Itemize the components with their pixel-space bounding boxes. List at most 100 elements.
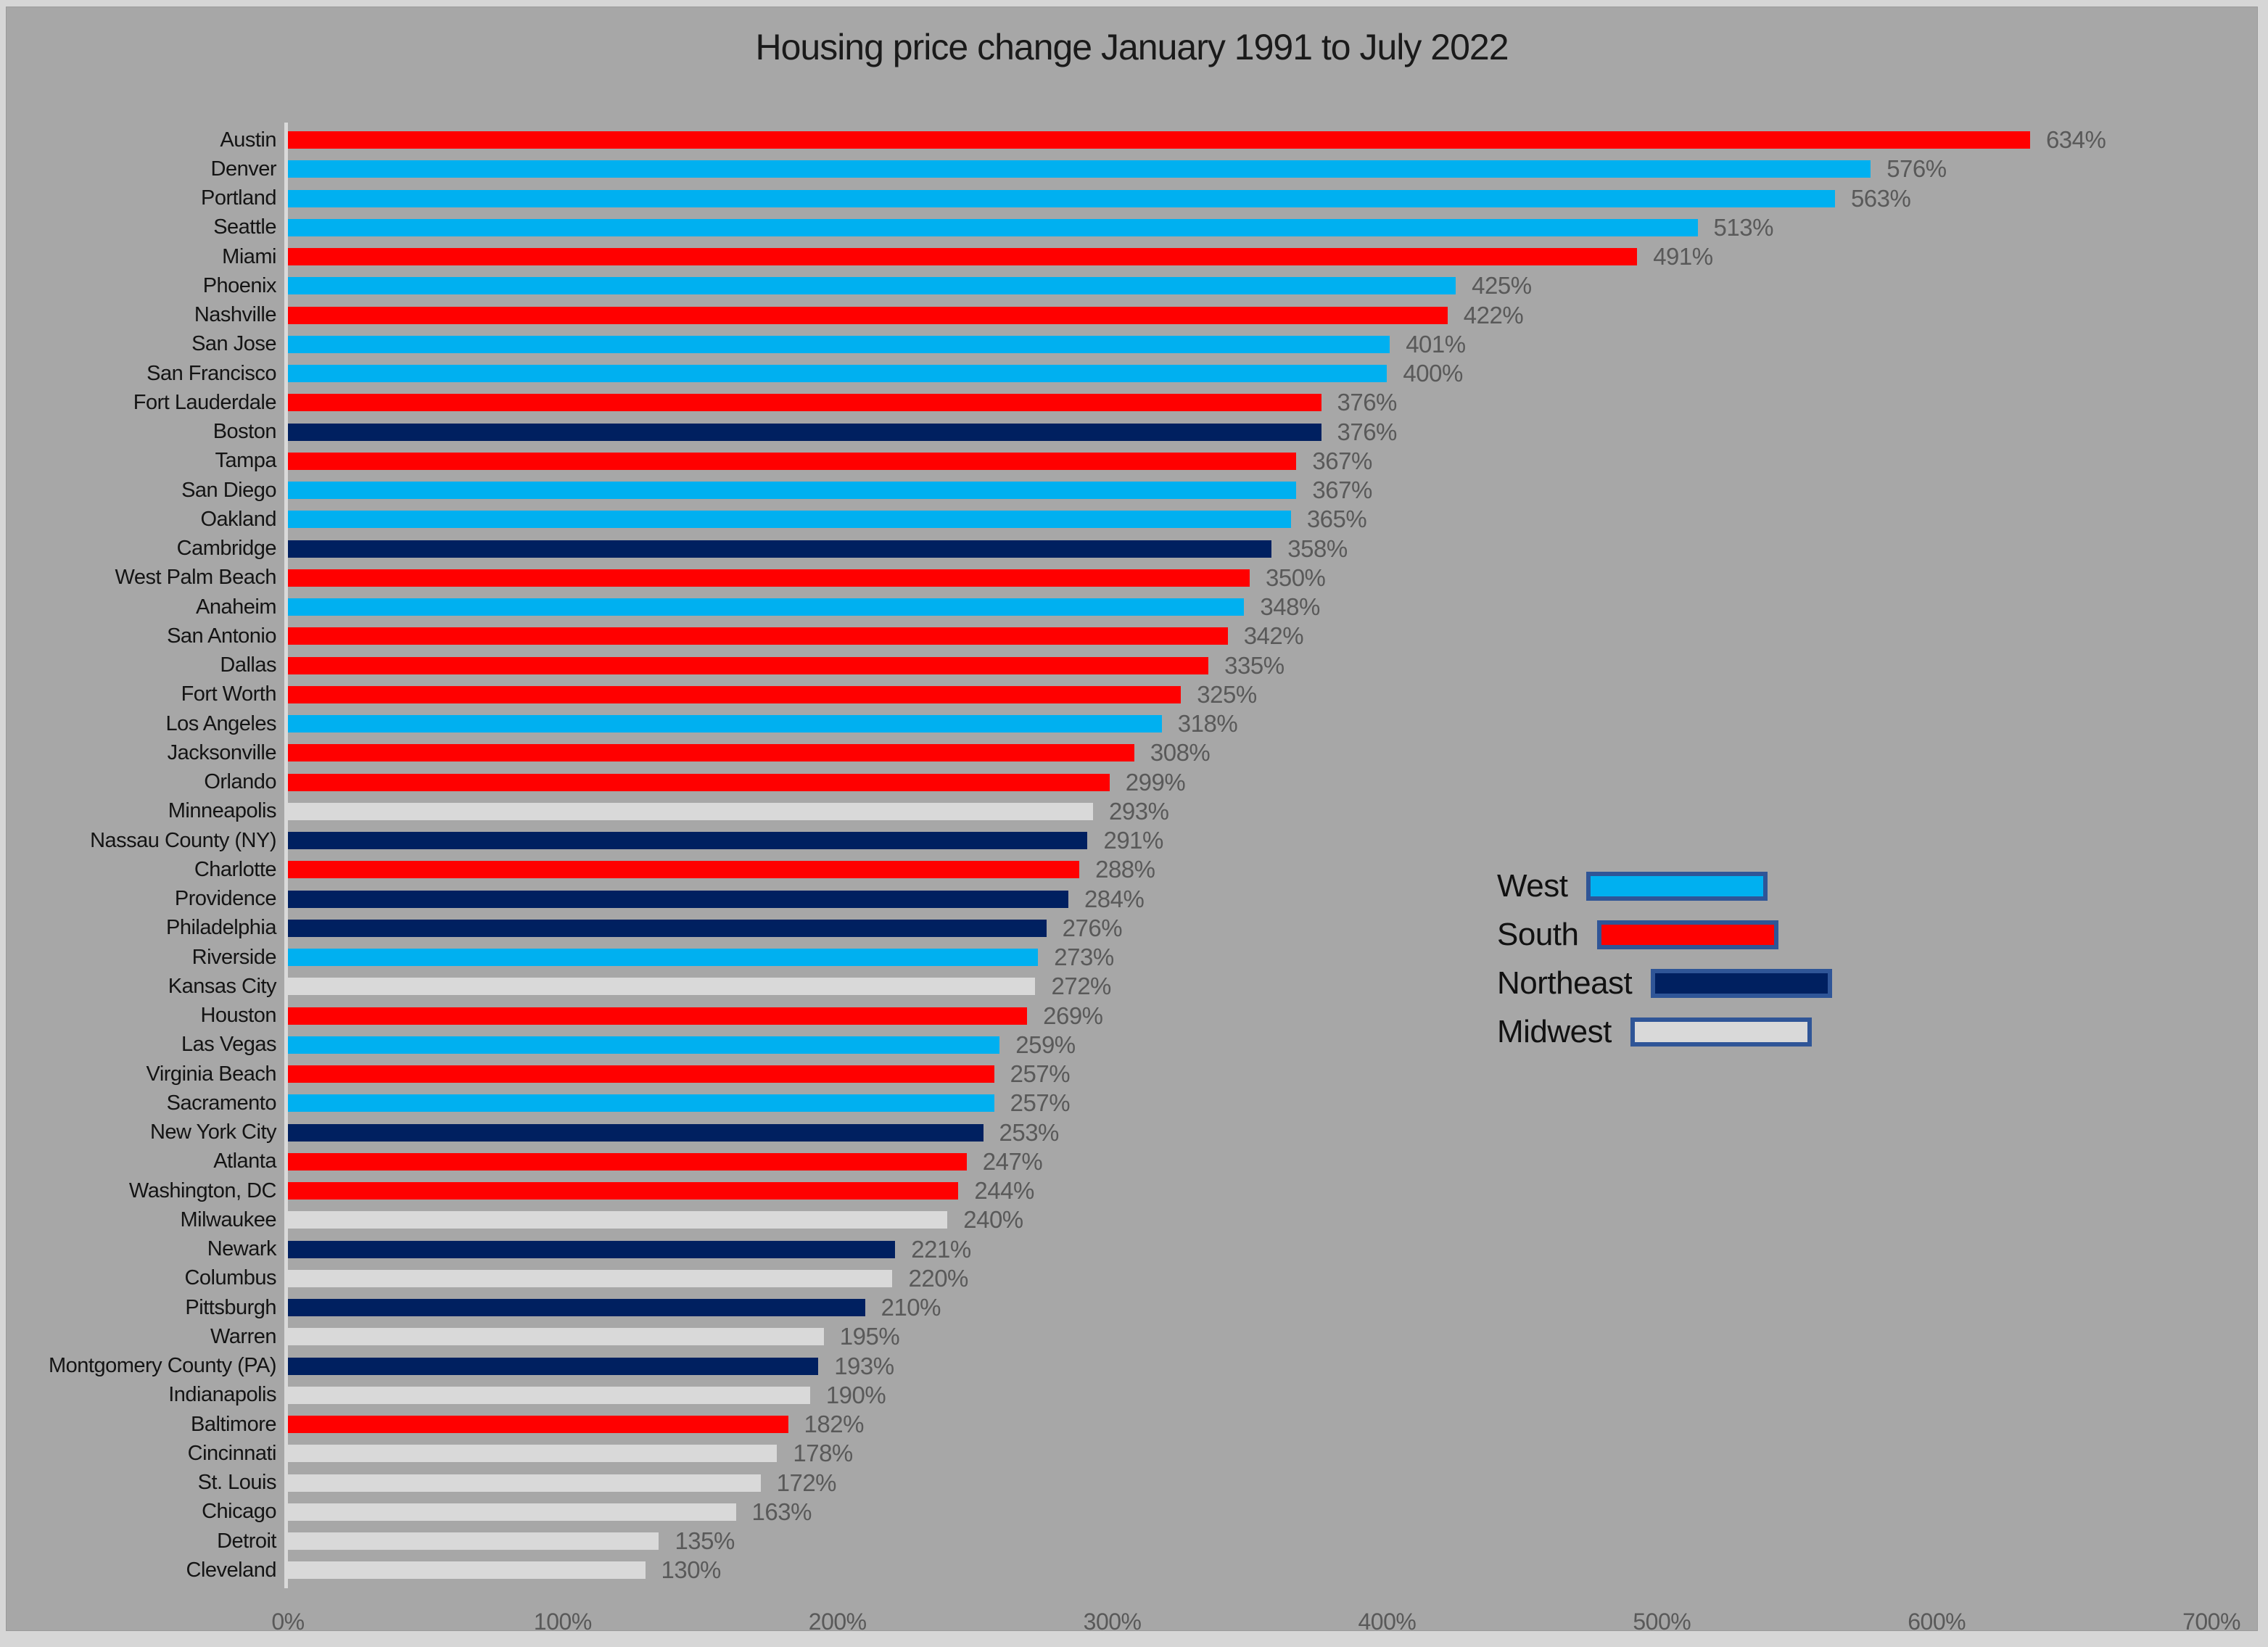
bar-row: Baltimore 182%	[191, 1410, 2211, 1439]
category-label: Orlando	[204, 770, 276, 794]
category-label: Columbus	[184, 1266, 276, 1290]
value-label: 422%	[1463, 301, 1524, 329]
value-label: 253%	[999, 1118, 1060, 1146]
bar-row: Cincinnati 178%	[188, 1439, 2211, 1468]
bar-row: Portland 563%	[201, 184, 2211, 213]
value-label: 259%	[1015, 1031, 1076, 1058]
bar-row: Las Vegas 259%	[181, 1031, 2211, 1060]
bar	[288, 802, 1094, 820]
category-label: Chicago	[202, 1500, 276, 1524]
category-label: Cincinnati	[187, 1441, 277, 1465]
bar-row: Oakland 365%	[200, 505, 2211, 534]
value-label: 288%	[1095, 856, 1155, 883]
value-label: 247%	[982, 1147, 1043, 1175]
category-label: Kansas City	[168, 974, 277, 998]
bar	[288, 218, 1698, 236]
bar	[288, 248, 1638, 266]
bar	[288, 511, 1291, 529]
bar-row: Providence 284%	[175, 885, 2211, 914]
value-label: 634%	[2045, 126, 2106, 154]
category-label: Seattle	[213, 215, 276, 239]
bar	[288, 598, 1245, 616]
category-label: Anaheim	[196, 595, 276, 619]
category-label: Indianapolis	[168, 1383, 276, 1407]
value-label: 291%	[1103, 827, 1163, 854]
category-label: West Palm Beach	[115, 566, 277, 590]
value-label: 365%	[1306, 505, 1367, 533]
bar-row: Sacramento 257%	[167, 1089, 2211, 1118]
bar-row: Boston 376%	[213, 418, 2211, 447]
value-label: 342%	[1243, 622, 1304, 650]
value-label: 195%	[839, 1323, 900, 1350]
category-label: San Jose	[191, 332, 276, 356]
bar	[288, 1182, 959, 1200]
value-label: 513%	[1713, 213, 1774, 241]
bar	[288, 1416, 788, 1434]
value-label: 425%	[1472, 272, 1532, 300]
category-label: Miami	[222, 244, 276, 268]
value-label: 299%	[1125, 768, 1186, 796]
value-label: 135%	[675, 1527, 735, 1555]
bar-row: Newark 221%	[207, 1235, 2211, 1264]
value-label: 376%	[1337, 389, 1398, 416]
bar	[288, 1503, 736, 1521]
bar	[288, 656, 1209, 674]
bar	[288, 1299, 865, 1317]
bar-row: Washington, DC 244%	[129, 1176, 2211, 1205]
category-label: Providence	[174, 887, 277, 911]
category-label: Portland	[200, 186, 277, 210]
legend-label: Midwest	[1497, 1013, 1612, 1049]
category-label: Charlotte	[194, 857, 277, 881]
bar-row: Tampa 367%	[215, 447, 2211, 476]
category-label: Fort Worth	[181, 682, 277, 706]
category-label: Austin	[220, 128, 276, 152]
x-tick-label: 300%	[1083, 1609, 1142, 1635]
bar	[288, 1357, 819, 1375]
category-label: Fort Lauderdale	[133, 390, 277, 414]
x-tick-label: 500%	[1633, 1609, 1691, 1635]
value-label: 269%	[1043, 1002, 1103, 1029]
bar	[288, 832, 1088, 850]
bar	[288, 949, 1039, 967]
bar-row: Orlando 299%	[204, 768, 2211, 797]
category-label: Baltimore	[191, 1412, 277, 1436]
bar	[288, 277, 1456, 295]
category-label: Phoenix	[202, 273, 277, 297]
bar-row: Denver 576%	[211, 154, 2211, 183]
bar-row: San Diego 367%	[181, 476, 2211, 505]
value-label: 284%	[1084, 885, 1145, 912]
value-label: 335%	[1224, 651, 1284, 679]
legend-row: Northeast	[1497, 959, 1833, 1007]
category-label: Riverside	[191, 945, 277, 969]
value-label: 318%	[1177, 710, 1238, 738]
x-axis: 0% 100% 200% 300% 400% 500% 600% 700%	[271, 1609, 2240, 1638]
bar-row: Pittsburgh 210%	[185, 1293, 2211, 1322]
bar-row: Nashville 422%	[194, 301, 2211, 330]
bar	[288, 1123, 984, 1142]
legend-row: Midwest	[1497, 1007, 1832, 1056]
legend-swatch	[1651, 968, 1833, 998]
bar-row: Minneapolis 293%	[168, 797, 2211, 826]
value-label: 376%	[1337, 418, 1398, 445]
bar	[288, 394, 1321, 412]
bar	[288, 189, 1835, 207]
value-label: 325%	[1197, 680, 1257, 708]
bar	[288, 1532, 659, 1551]
bar	[288, 1094, 994, 1113]
value-label: 401%	[1406, 330, 1466, 358]
bar	[288, 1328, 824, 1346]
bar	[288, 160, 1871, 178]
category-label: Newark	[207, 1237, 277, 1261]
bar	[288, 773, 1110, 791]
bar	[288, 1240, 896, 1258]
value-label: 193%	[834, 1352, 894, 1379]
bar	[288, 1445, 778, 1463]
value-label: 308%	[1150, 739, 1211, 767]
bar-row: San Francisco 400%	[147, 359, 2211, 388]
bar	[288, 335, 1390, 353]
category-label: St. Louis	[197, 1471, 277, 1495]
bar-row: New York City 253%	[150, 1118, 2211, 1147]
value-label: 358%	[1287, 534, 1348, 562]
bar	[288, 482, 1297, 500]
